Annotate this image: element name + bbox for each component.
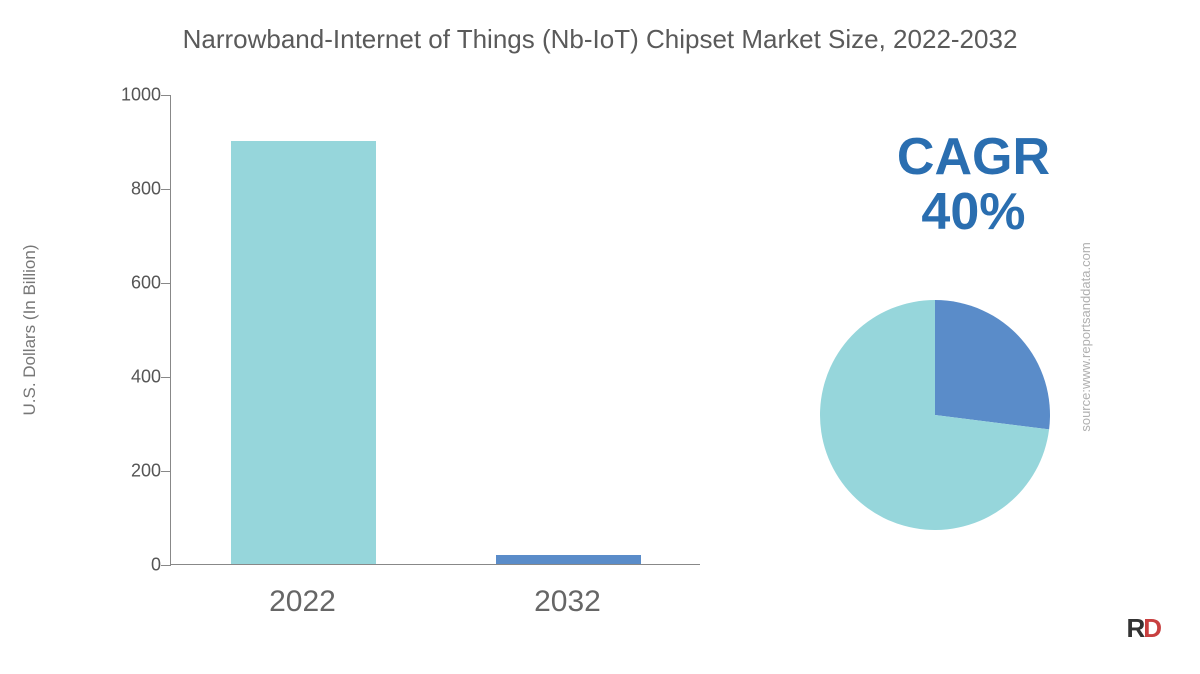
x-tick-label: 2022: [269, 585, 336, 619]
y-axis-label: U.S. Dollars (In Billion): [20, 245, 40, 416]
logo: RD: [1126, 613, 1160, 644]
y-tick: [161, 95, 171, 96]
y-tick-label: 800: [116, 179, 161, 200]
y-tick-label: 400: [116, 367, 161, 388]
bar: [231, 141, 377, 564]
y-tick: [161, 377, 171, 378]
logo-d: D: [1143, 613, 1160, 643]
y-tick: [161, 283, 171, 284]
cagr-value: 40%: [897, 185, 1050, 240]
pie-slice: [935, 300, 1050, 429]
y-tick-label: 600: [116, 273, 161, 294]
y-tick-label: 1000: [116, 85, 161, 106]
cagr-block: CAGR 40%: [897, 130, 1050, 239]
bar: [496, 555, 642, 564]
pie-svg: [820, 300, 1050, 530]
y-tick: [161, 565, 171, 566]
y-tick: [161, 189, 171, 190]
logo-r: R: [1126, 613, 1143, 643]
bar-chart: U.S. Dollars (In Billion) 02004006008001…: [110, 95, 700, 565]
cagr-label: CAGR: [897, 130, 1050, 185]
y-tick: [161, 471, 171, 472]
y-tick-label: 200: [116, 461, 161, 482]
chart-title: Narrowband-Internet of Things (Nb-IoT) C…: [0, 0, 1200, 55]
pie-chart: [820, 300, 1050, 530]
plot-area: 02004006008001000: [170, 95, 700, 565]
source-attribution: source:www.reportsanddata.com: [1078, 242, 1093, 431]
y-tick-label: 0: [116, 555, 161, 576]
x-tick-label: 2032: [534, 585, 601, 619]
